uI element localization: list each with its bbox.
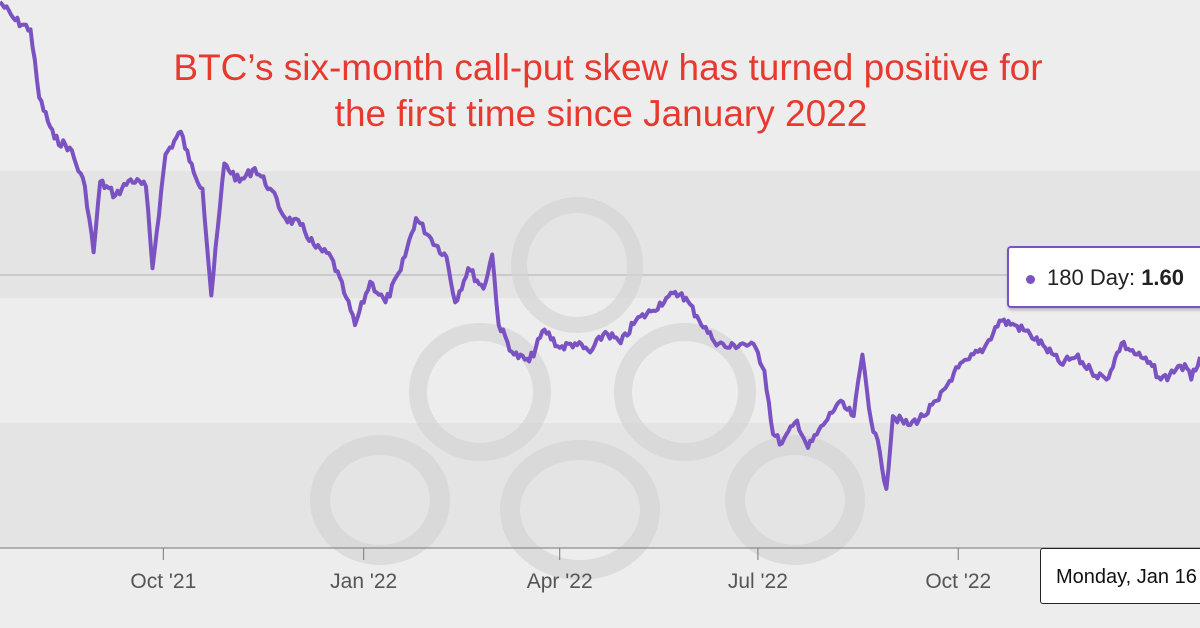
tooltip-text: 180 Day: 1.60 <box>1047 265 1184 291</box>
crosshair-date-text: Monday, Jan 16 <box>1056 566 1197 588</box>
chart-title-line-2: the first time since January 2022 <box>334 93 868 134</box>
x-tick-label: Oct '22 <box>925 570 991 593</box>
x-tick-label: Jul '22 <box>728 570 788 593</box>
series-180-day <box>0 0 1200 491</box>
plot-band-lower <box>0 423 1200 548</box>
crosshair-date-label: Monday, Jan 16 <box>1040 548 1200 604</box>
tooltip-series-name: 180 Day: <box>1047 265 1136 290</box>
x-axis: Oct '21 Jan '22 Apr '22 Jul '22 Oct '22 <box>130 548 991 593</box>
series-marker-icon <box>1026 275 1035 284</box>
tooltip-value: 1.60 <box>1141 265 1185 290</box>
chart-title-line-1: BTC’s six-month call-put skew has turned… <box>173 47 1043 88</box>
tooltip: 180 Day: 1.60 <box>1007 246 1200 308</box>
series-line-180-day <box>0 0 1200 491</box>
watermark-logo <box>310 197 865 580</box>
x-tick-label: Jan '22 <box>330 570 397 593</box>
plot-band-upper <box>0 171 1200 298</box>
x-tick-label: Oct '21 <box>130 570 196 593</box>
x-tick-label: Apr '22 <box>527 570 593 593</box>
